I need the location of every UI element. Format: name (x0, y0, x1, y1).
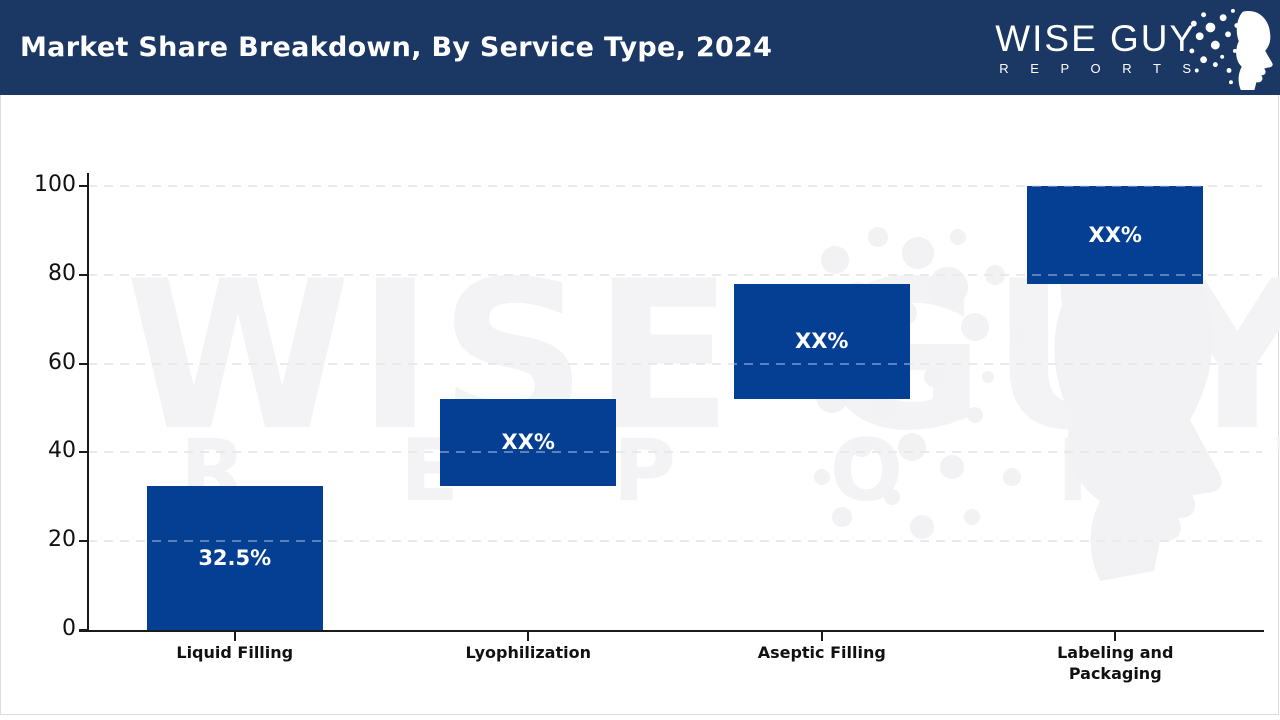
gridline-overlay-80 (88, 273, 1262, 276)
x-tick-labeling-and-packaging (1114, 632, 1117, 641)
plot: 0 20 40 60 80 100 32.5% Liquid Filling XX% Lyophi… (0, 95, 1280, 720)
bar-value-label: 32.5% (198, 545, 272, 570)
y-tick-label-100: 100 (34, 172, 76, 197)
gridline-overlay-40 (88, 451, 1262, 454)
gridline-40 (88, 451, 1262, 454)
gridline-overlay-100 (88, 185, 1262, 187)
x-axis (79, 630, 1264, 632)
gridline-100 (88, 185, 1262, 187)
y-tick-label-0: 0 (62, 616, 76, 641)
y-tick-label-80: 80 (48, 260, 76, 286)
category-label-liquid-filling: Liquid Filling (176, 643, 294, 662)
gridline-80 (88, 273, 1262, 276)
bar-value-label: XX% (501, 430, 555, 455)
x-tick-aseptic-filling (820, 632, 823, 641)
bar-liquid-filling: 32.5% (146, 485, 323, 630)
gridline-overlay-60 (88, 362, 1262, 365)
chart-title: Market Share Breakdown, By Service Type,… (20, 32, 773, 63)
bar-labeling-and-packaging: XX% (1027, 186, 1204, 284)
y-tick-40 (79, 451, 87, 454)
y-tick-80 (79, 273, 87, 276)
brand-logo: WISE GUY R E P O R T S (995, 4, 1274, 92)
y-tick-label-60: 60 (48, 349, 76, 375)
watermark-face-icon (812, 227, 1222, 581)
bar-value-label: XX% (1088, 222, 1142, 247)
y-tick-20 (79, 540, 87, 543)
bar-value-label: XX% (795, 329, 849, 354)
gridline-60 (88, 362, 1262, 365)
y-tick-100 (79, 185, 87, 187)
logo-wordmark: WISE GUY (995, 18, 1197, 59)
y-axis (87, 173, 89, 630)
y-tick-label-40: 40 (48, 438, 76, 464)
x-tick-liquid-filling (233, 632, 236, 641)
bar-lyophilization: XX% (440, 399, 617, 486)
category-label-lyophilization: Lyophilization (465, 643, 591, 662)
bar-aseptic-filling: XX% (733, 283, 910, 400)
gridline-20 (88, 540, 1262, 543)
y-tick-label-20: 20 (48, 527, 76, 553)
logo-subtext: R E P O R T S (999, 61, 1200, 76)
gridline-overlay-20 (88, 540, 1262, 543)
wise-guy-face-icon (1189, 8, 1273, 91)
y-tick-60 (79, 362, 87, 365)
x-tick-lyophilization (527, 632, 530, 641)
brand-logo-text: WISE GUY R E P O R T S (995, 20, 1200, 76)
header-bar: Market Share Breakdown, By Service Type,… (0, 0, 1280, 95)
category-label-labeling-and-packaging: Labeling and Packaging (1057, 643, 1174, 683)
category-label-aseptic-filling: Aseptic Filling (757, 643, 886, 662)
